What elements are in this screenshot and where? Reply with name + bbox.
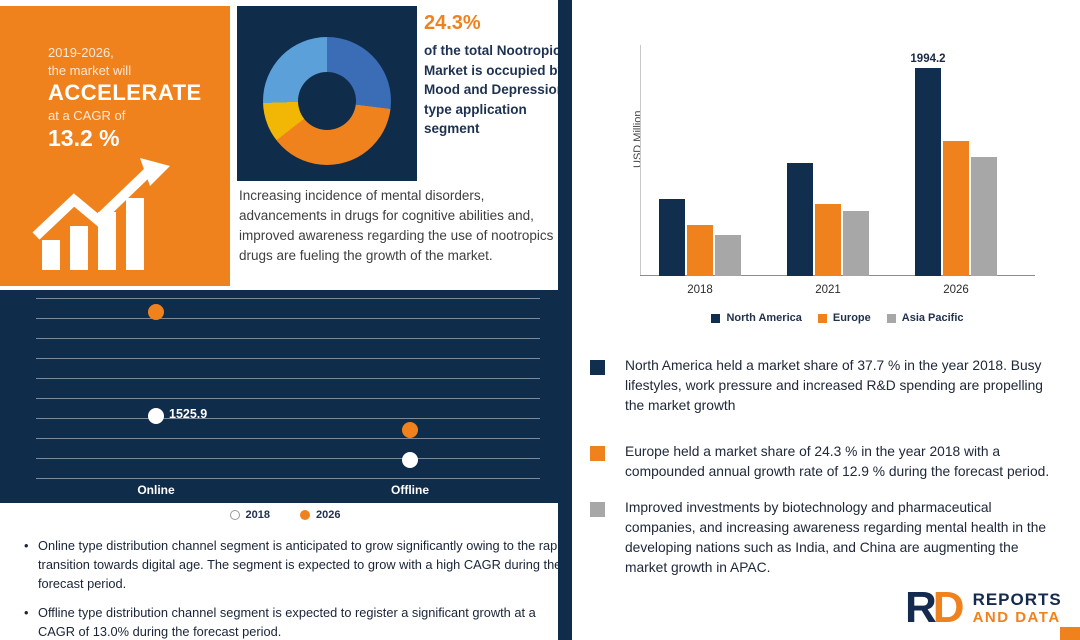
dot-legend-2026: 2026 (300, 509, 340, 521)
gridline (36, 358, 540, 359)
promo-accelerate: ACCELERATE (48, 80, 202, 106)
bar-asia-pacific-2018 (715, 235, 741, 276)
application-donut-chart (263, 36, 391, 165)
promo-period: 2019-2026, (48, 45, 114, 60)
legend-dot-icon (300, 510, 310, 520)
north-america-swatch-icon (590, 360, 605, 375)
gridline (36, 378, 540, 379)
distribution-bullet-list: Online type distribution channel segment… (24, 536, 572, 640)
logo-wordmark: REPORTS AND DATA (973, 590, 1062, 627)
legend-swatch-icon (817, 313, 827, 323)
legend-label: North America (726, 312, 802, 324)
bar-group-2018 (659, 198, 741, 276)
bar-north-america-2021 (787, 162, 813, 276)
regional-bullet-list: North America held a market share of 37.… (590, 356, 1062, 604)
bar-group-2026: 1994.2 (910, 53, 997, 276)
vertical-divider (558, 0, 572, 640)
logo-and-data: AND DATA (972, 609, 1061, 627)
reports-and-data-logo: RD REPORTS AND DATA (905, 586, 1062, 630)
bar-europe-2026 (943, 140, 969, 276)
application-highlight: 24.3% of the total Nootropics Market is … (424, 12, 570, 139)
dot-offline-2018 (402, 451, 418, 468)
category-label-online: Online (137, 483, 175, 497)
gridline (36, 298, 540, 299)
gridline (36, 458, 540, 459)
legend-label: 2026 (316, 509, 341, 521)
dot-online-2018 (148, 407, 164, 424)
bullet-text: Europe held a market share of 24.3 % in … (625, 444, 1050, 479)
bullet-text: North America held a market share of 37.… (625, 358, 1043, 413)
legend-dot-icon (229, 510, 240, 520)
logo-mark-icon: RD (905, 583, 965, 632)
legend-swatch-icon (711, 313, 721, 323)
legend-swatch-icon (886, 313, 896, 323)
dot-online-2026 (148, 304, 164, 321)
bar-group-2021 (787, 162, 869, 276)
europe-swatch-icon (590, 446, 605, 461)
gridline (36, 478, 540, 479)
asia-pacific-swatch-icon (590, 502, 605, 517)
bar-europe-2021 (815, 203, 841, 276)
bar-asia-pacific-2026 (971, 156, 997, 276)
bullet-asia-pacific: Improved investments by biotechnology an… (590, 498, 1062, 578)
distribution-channel-dot-chart: 1525.9 Online Offline (0, 290, 570, 503)
market-drivers-paragraph: Increasing incidence of mental disorders… (239, 188, 554, 263)
legend-label: Europe (832, 312, 871, 324)
bullet-offline: Offline type distribution channel segmen… (24, 603, 572, 640)
growth-arrow-icon (32, 158, 170, 270)
cagr-callout: 2019-2026, the market will ACCELERATE at… (0, 6, 230, 286)
bullet-text: Improved investments by biotechnology an… (625, 500, 1047, 575)
gridline (36, 338, 540, 339)
application-donut-panel (237, 6, 417, 181)
y-axis-line (640, 45, 641, 276)
regional-bar-chart: 1994.2 (659, 16, 997, 276)
gridline (36, 318, 540, 319)
bar-europe-2018 (687, 225, 713, 276)
bar-chart-x-ticks: 2018 2021 2026 (659, 284, 997, 296)
bar-asia-pacific-2021 (843, 210, 869, 276)
x-tick-2018: 2018 (687, 284, 713, 296)
x-tick-2021: 2021 (815, 284, 841, 296)
bar-legend-europe: Europe (817, 312, 871, 324)
bar-value-label: 1994.2 (910, 53, 946, 66)
bullet-north-america: North America held a market share of 37.… (590, 356, 1062, 416)
logo-reports: REPORTS (972, 589, 1062, 609)
bar-legend-asia-pacific: Asia Pacific (886, 312, 964, 324)
highlight-percentage: 24.3% (424, 12, 481, 34)
dot-legend-2018: 2018 (229, 509, 270, 521)
bar-chart-legend: North America Europe Asia Pacific (640, 312, 1035, 324)
promo-line2: the market will (48, 62, 132, 78)
dot-chart-legend: 2018 2026 (0, 509, 570, 521)
promo-cagr-label: at a CAGR of (48, 107, 126, 123)
dot-value-label: 1525.9 (169, 406, 208, 421)
highlight-description: of the total Nootropics Market is occupi… (424, 43, 568, 137)
gridline (36, 418, 540, 419)
gridline (36, 438, 540, 439)
bar-legend-north-america: North America (711, 312, 802, 324)
y-axis-label: USD Million (632, 110, 644, 168)
legend-label: Asia Pacific (901, 312, 964, 324)
x-tick-2026: 2026 (943, 284, 969, 296)
promo-cagr-value: 13.2 % (48, 125, 120, 152)
corner-accent (1060, 627, 1080, 640)
bullet-europe: Europe held a market share of 24.3 % in … (590, 442, 1062, 482)
category-label-offline: Offline (391, 483, 429, 497)
bullet-online: Online type distribution channel segment… (24, 536, 572, 594)
gridline (36, 398, 540, 399)
dot-offline-2026 (402, 421, 418, 438)
bar-north-america-2026 (915, 68, 941, 276)
bar-north-america-2018 (659, 198, 685, 276)
legend-label: 2018 (245, 509, 270, 521)
